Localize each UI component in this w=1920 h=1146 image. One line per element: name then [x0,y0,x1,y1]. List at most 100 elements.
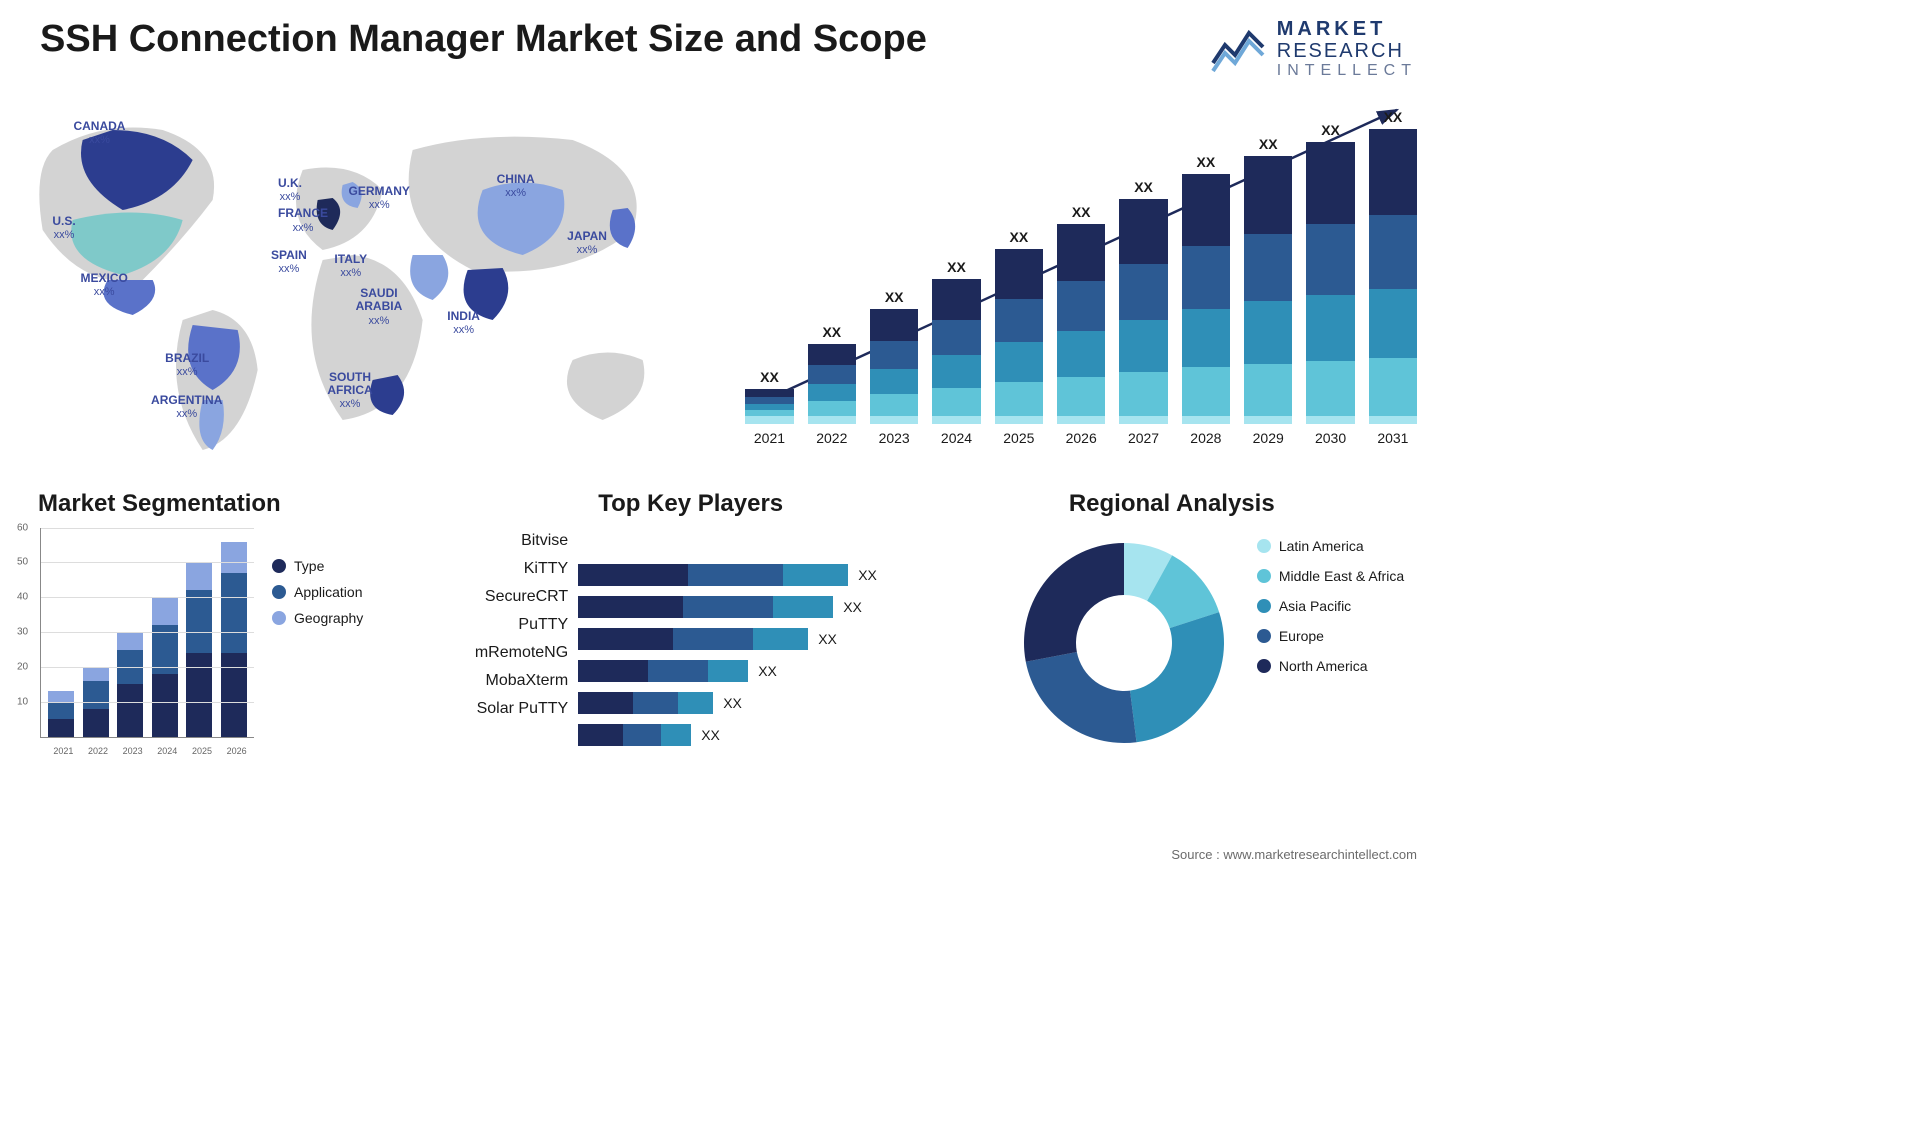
player-value-label: XX [858,567,877,583]
growth-bar-2024: XX 2024 [932,259,980,446]
map-label-france: FRANCExx% [278,207,328,233]
player-value-label: XX [818,631,837,647]
map-label-canada: CANADAxx% [73,120,125,146]
growth-bar-label: XX [1010,229,1029,245]
growth-bar-chart: XX 2021 XX 2022 XX 2023 XX 2024 XX 2025 XX 2026 XX 20… [745,90,1417,470]
growth-bar-2028: XX 2028 [1182,154,1230,446]
regional-title: Regional Analysis [1009,490,1417,518]
players-panel: Top Key Players Bitvise KiTTY SecureCRT PuT… [448,490,979,758]
logo-line1: MARKET [1277,18,1417,40]
player-name: MobaXterm [448,672,568,690]
player-name: PuTTY [448,616,568,634]
growth-year-label: 2028 [1190,430,1221,446]
map-label-italy: ITALYxx% [334,253,367,279]
seg-bar-2026 [221,542,247,737]
player-bar-putty: XX [578,628,979,650]
seg-legend-type: Type [272,558,363,574]
map-label-spain: SPAINxx% [271,249,307,275]
growth-bar-2027: XX 2027 [1119,179,1167,446]
regional-legend-item: Middle East & Africa [1257,568,1404,584]
growth-bar-label: XX [822,324,841,340]
growth-bar-label: XX [760,369,779,385]
map-label-argentina: ARGENTINAxx% [151,394,222,420]
growth-bar-2023: XX 2023 [870,289,918,446]
player-bar-mobaxterm: XX [578,692,979,714]
map-label-germany: GERMANYxx% [349,185,410,211]
regional-panel: Regional Analysis Latin America Middle Ea… [1009,490,1417,758]
regional-legend-item: Asia Pacific [1257,598,1404,614]
seg-legend-application: Application [272,584,363,600]
map-label-brazil: BRAZILxx% [165,352,209,378]
map-label-u-s-: U.S.xx% [52,215,75,241]
regional-legend-item: North America [1257,658,1404,674]
growth-bar-label: XX [947,259,966,275]
growth-bar-label: XX [885,289,904,305]
source-attribution: Source : www.marketresearchintellect.com [1171,847,1417,862]
player-name: SecureCRT [448,588,568,606]
player-name: Bitvise [448,532,568,550]
growth-bar-label: XX [1134,179,1153,195]
regional-donut [1009,528,1239,758]
player-bar-mremoteng: XX [578,660,979,682]
seg-bar-2023 [117,632,143,737]
growth-bar-label: XX [1384,109,1403,125]
regional-legend-item: Latin America [1257,538,1404,554]
growth-bar-label: XX [1197,154,1216,170]
growth-bar-2025: XX 2025 [995,229,1043,446]
growth-bar-2022: XX 2022 [808,324,856,446]
growth-year-label: 2022 [816,430,847,446]
growth-bar-label: XX [1259,136,1278,152]
map-label-mexico: MEXICOxx% [81,272,128,298]
growth-bar-2021: XX 2021 [745,369,793,446]
player-value-label: XX [701,727,720,743]
players-title: Top Key Players [448,490,979,518]
growth-year-label: 2024 [941,430,972,446]
map-label-china: CHINAxx% [497,173,535,199]
growth-bar-2031: XX 2031 [1369,109,1417,446]
growth-year-label: 2021 [754,430,785,446]
segmentation-legend: Type Application Geography [272,528,363,758]
map-label-japan: JAPANxx% [567,230,607,256]
growth-bar-2029: XX 2029 [1244,136,1292,446]
players-bars: XXXXXXXXXXXX [578,528,979,746]
growth-bar-2026: XX 2026 [1057,204,1105,446]
player-value-label: XX [843,599,862,615]
player-bar-securecrt: XX [578,596,979,618]
player-bar-solar-putty: XX [578,724,979,746]
regional-legend-item: Europe [1257,628,1404,644]
seg-bar-2025 [186,562,212,736]
growth-year-label: 2029 [1253,430,1284,446]
seg-bar-2021 [48,691,74,736]
regional-legend: Latin America Middle East & Africa Asia Pa… [1257,528,1404,674]
segmentation-title: Market Segmentation [10,490,418,518]
map-label-u-k-: U.K.xx% [278,177,302,203]
growth-bar-2030: XX 2030 [1306,122,1354,446]
page-title: SSH Connection Manager Market Size and S… [40,18,927,61]
growth-year-label: 2025 [1003,430,1034,446]
players-list: BitviseKiTTYSecureCRTPuTTYmRemoteNGMobaX… [448,528,568,746]
player-value-label: XX [723,695,742,711]
growth-year-label: 2026 [1066,430,1097,446]
player-name: Solar PuTTY [448,700,568,718]
growth-bar-label: XX [1321,122,1340,138]
player-name: KiTTY [448,560,568,578]
logo-line3: INTELLECT [1277,62,1417,80]
player-bar-kitty: XX [578,564,979,586]
growth-year-label: 2030 [1315,430,1346,446]
donut-slice-asia-pacific [1130,612,1224,742]
segmentation-chart: 102030405060 202120222023202420252026 [10,528,260,758]
seg-legend-geography: Geography [272,610,363,626]
logo-line2: RESEARCH [1277,40,1417,62]
donut-slice-europe [1026,652,1137,743]
segmentation-panel: Market Segmentation 102030405060 2021202… [10,490,418,758]
growth-year-label: 2023 [879,430,910,446]
growth-year-label: 2031 [1377,430,1408,446]
player-value-label: XX [758,663,777,679]
logo-icon [1211,25,1265,73]
donut-slice-north-america [1024,543,1124,662]
growth-year-label: 2027 [1128,430,1159,446]
growth-bar-label: XX [1072,204,1091,220]
map-label-saudi-arabia: SAUDIARABIAxx% [356,287,403,327]
brand-logo: MARKET RESEARCH INTELLECT [1211,18,1417,80]
world-map: CANADAxx% U.S.xx% MEXICOxx% BRAZILxx% ARGENT… [10,90,715,470]
